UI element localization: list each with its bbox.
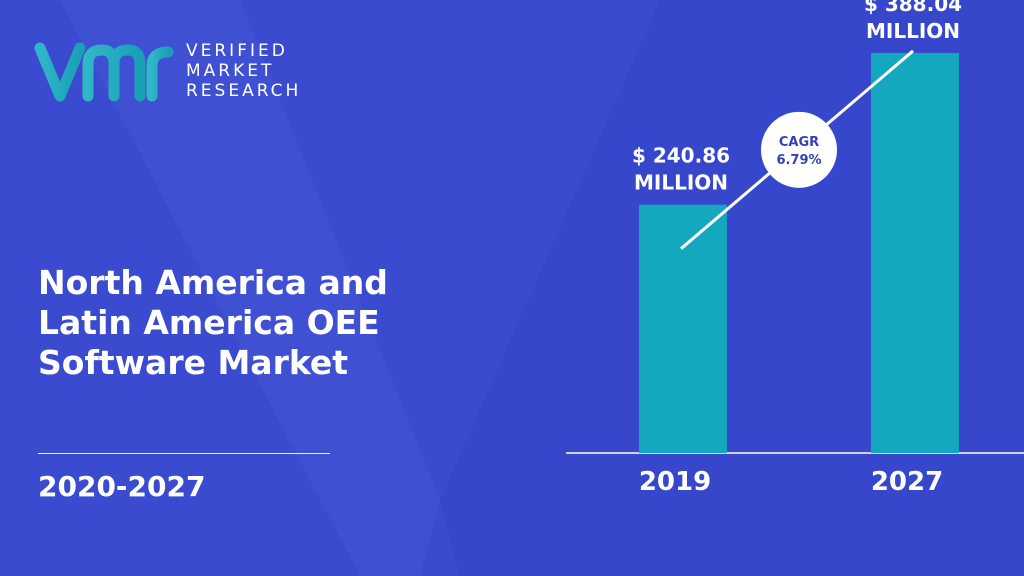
forecast-period: 2020-2027 bbox=[38, 470, 206, 503]
bar-2027 bbox=[871, 52, 959, 453]
x-tick-label-2027: 2027 bbox=[871, 467, 943, 497]
data-label-unit-2019: MILLION bbox=[634, 171, 728, 195]
bar-2019 bbox=[639, 204, 727, 453]
vmr-logo-icon bbox=[34, 42, 174, 102]
data-label-unit-2027: MILLION bbox=[866, 19, 960, 43]
brand-line-3: RESEARCH bbox=[186, 81, 302, 101]
title-divider bbox=[38, 453, 330, 454]
x-tick-label-2019: 2019 bbox=[639, 467, 711, 497]
report-title: North America and Latin America OEE Soft… bbox=[38, 263, 388, 382]
data-label-value-2027: $ 388.04 bbox=[864, 0, 962, 16]
data-label-value-2019: $ 240.86 bbox=[632, 144, 730, 168]
brand-name: VERIFIED MARKET RESEARCH bbox=[186, 41, 301, 101]
cagr-label: CAGR bbox=[779, 135, 819, 150]
cagr-badge bbox=[761, 111, 837, 188]
brand-line-2: MARKET bbox=[186, 61, 275, 81]
brand-line-1: VERIFIED bbox=[186, 41, 288, 61]
brand-logo: VERIFIED MARKET RESEARCH bbox=[34, 38, 324, 108]
cagr-value: 6.79% bbox=[776, 153, 821, 168]
bar-chart: $ 240.86 MILLION 2019 $ 388.04 MILLION 2027 CA… bbox=[566, 0, 1024, 497]
